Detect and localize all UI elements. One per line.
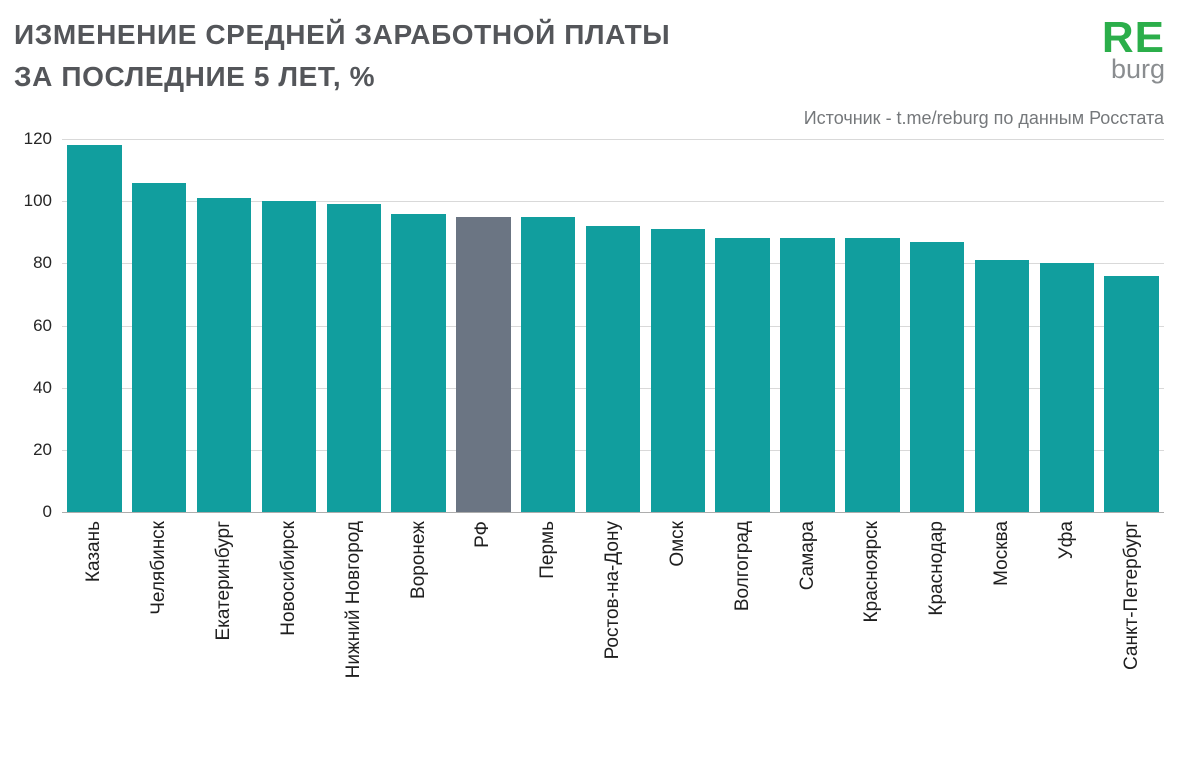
x-label-slot: Новосибирск [256,521,321,761]
bar-slot [256,201,321,512]
bar-slot [1099,275,1164,512]
logo-re-text: RE [1101,13,1165,62]
bar-slot [127,182,192,512]
x-label-slot: Омск [645,521,710,761]
x-category-label: Челябинск [148,521,170,615]
x-category-label: Краснодар [926,521,948,616]
x-label-slot: Уфа [1034,521,1099,761]
x-category-label: Омск [666,521,688,567]
gridline [62,201,1164,203]
x-label-slot: Екатеринбург [192,521,257,761]
x-label-slot: Москва [970,521,1035,761]
bar [196,198,252,512]
bar-slot [710,238,775,512]
bar [67,145,122,512]
x-category-label: Пермь [537,521,559,579]
bar-slot [645,229,710,512]
x-category-label: Воронеж [407,521,429,599]
x-category-label: Санкт-Петербург [1120,521,1142,671]
x-axis: Казань Челябинск Екатеринбург Новосибирск Ни… [62,521,1164,761]
x-category-label: Уфа [1055,521,1077,560]
bar [1104,275,1159,512]
bar-chart: 0 20 40 60 80 100 120 Казань Челябинск Екатеринб… [14,129,1164,761]
bar [909,241,965,512]
gridline [62,139,1164,140]
bar [1039,263,1095,512]
bar-slot [581,226,646,512]
y-tick-label: 120 [23,129,52,148]
x-label-slot: Воронеж [386,521,451,761]
bar-slot [775,238,840,512]
bar [391,213,446,512]
x-label-slot: Самара [775,521,840,761]
header: ИЗМЕНЕНИЕ СРЕДНЕЙ ЗАРАБОТНОЙ ПЛАТЫ ЗА ПО… [0,0,1189,98]
x-category-label: РФ [472,521,494,548]
x-label-slot: Нижний Новгород [321,521,386,761]
y-tick-label: 100 [23,191,52,211]
bar-slot [905,241,970,512]
x-category-label: Казань [83,521,105,583]
bar-slot [516,216,581,512]
x-label-slot: РФ [451,521,516,761]
x-label-slot: Казань [62,521,127,761]
reburg-logo: RE burg [1085,14,1165,83]
x-category-label: Красноярск [861,521,883,623]
bar-slot [62,145,127,512]
bar-slot [321,204,386,512]
x-category-label: Ростов-на-Дону [602,521,624,660]
title-line-1: ИЗМЕНЕНИЕ СРЕДНЕЙ ЗАРАБОТНОЙ ПЛАТЫ [14,19,671,50]
bar-slot [192,198,257,512]
bar-slot [840,238,905,512]
x-category-label: Москва [991,521,1012,586]
page-title: ИЗМЕНЕНИЕ СРЕДНЕЙ ЗАРАБОТНОЙ ПЛАТЫ ЗА ПО… [14,14,670,98]
bar-slot [1034,263,1099,512]
x-category-label: Нижний Новгород [342,521,364,679]
bar-slot [451,216,516,512]
bar-slot [970,260,1035,512]
bar [261,201,317,512]
x-label-slot: Волгоград [710,521,775,761]
x-label-slot: Краснодар [905,521,970,761]
gridline [62,512,1164,513]
y-axis: 0 20 40 60 80 100 120 [14,129,62,521]
bar [715,238,770,512]
x-category-label: Волгоград [731,521,753,612]
bar [326,204,381,512]
bars-group [62,139,1164,512]
y-tick-label: 80 [33,253,52,273]
x-label-slot: Красноярск [840,521,905,761]
bar [845,238,900,512]
bar-slot [386,213,451,512]
x-label-slot: Челябинск [127,521,192,761]
bar [132,182,187,512]
y-tick-label: 40 [33,377,52,397]
bar [780,238,835,512]
x-label-slot: Санкт-Петербург [1099,521,1164,761]
x-category-label: Новосибирск [277,521,299,636]
bar [650,229,706,512]
x-label-slot: Пермь [516,521,581,761]
plot-area [62,139,1164,513]
y-tick-label: 60 [33,315,52,335]
x-label-slot: Ростов-на-Дону [581,521,646,761]
x-category-label: Самара [796,521,818,591]
title-line-2: ЗА ПОСЛЕДНИЕ 5 ЛЕТ, % [14,61,376,92]
bar [974,260,1030,512]
plot-column: Казань Челябинск Екатеринбург Новосибирск Ни… [62,139,1164,761]
bar-highlight-rf [456,216,511,512]
x-category-label: Екатеринбург [213,521,235,641]
bar [520,216,576,512]
logo-burg-text: burg [1110,54,1165,84]
bar [585,226,641,512]
source-attribution: Источник - t.me/reburg по данным Росстат… [803,108,1164,128]
y-tick-label: 0 [42,502,52,521]
y-tick-label: 20 [33,439,52,459]
